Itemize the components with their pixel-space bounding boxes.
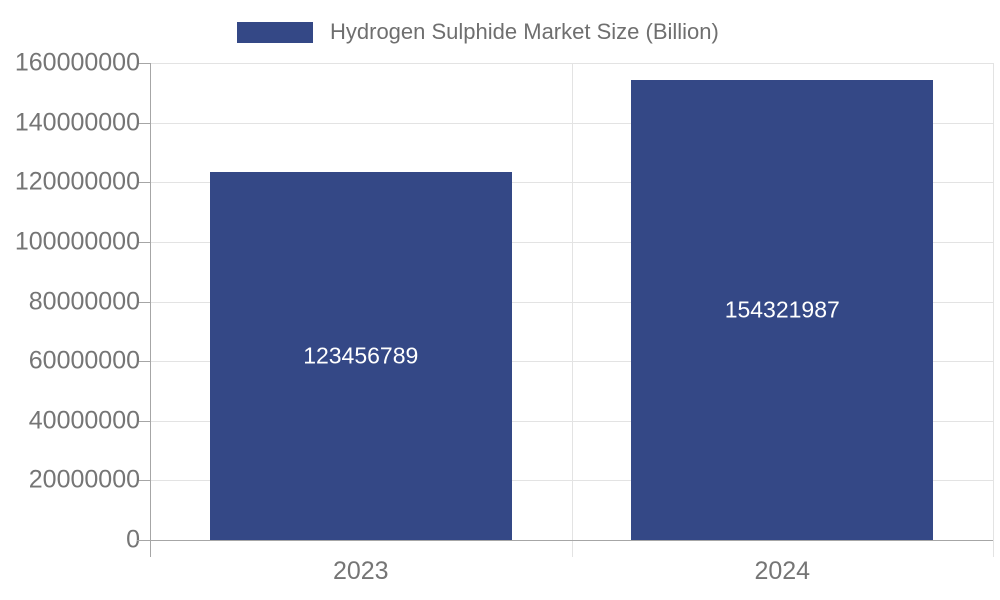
y-tick-label: 100000000 [14, 227, 140, 256]
y-tick-mark [137, 420, 150, 422]
y-tick-label: 0 [126, 525, 140, 554]
bar-value-label: 123456789 [303, 342, 419, 369]
y-tick-label: 160000000 [14, 48, 140, 77]
x-axis-line [137, 540, 993, 541]
x-tick-label: 2024 [754, 557, 811, 585]
y-tick-label: 20000000 [28, 465, 140, 494]
y-tick-mark [137, 361, 150, 363]
legend-swatch [237, 21, 313, 43]
y-tick-label: 60000000 [28, 346, 140, 375]
y-tick-mark [137, 122, 150, 124]
bar-value-label: 154321987 [724, 296, 840, 323]
x-gridline [571, 63, 573, 557]
y-tick-label: 40000000 [28, 406, 140, 435]
y-tick-mark [137, 182, 150, 184]
y-tick-mark [137, 241, 150, 243]
legend-label: Hydrogen Sulphide Market Size (Billion) [330, 19, 719, 44]
y-tick-mark [137, 480, 150, 482]
bar-2023[interactable] [209, 171, 512, 540]
y-tick-mark [137, 301, 150, 303]
y-axis-line [150, 63, 151, 557]
x-tick-label: 2023 [332, 557, 389, 585]
y-tick-label: 120000000 [14, 167, 140, 196]
y-tick-mark [137, 63, 150, 64]
legend[interactable]: Hydrogen Sulphide Market Size (Billion) [237, 16, 719, 48]
bar-2024[interactable] [631, 79, 934, 540]
y-tick-label: 140000000 [14, 108, 140, 137]
x-gridline [993, 63, 994, 557]
y-tick-label: 80000000 [28, 287, 140, 315]
